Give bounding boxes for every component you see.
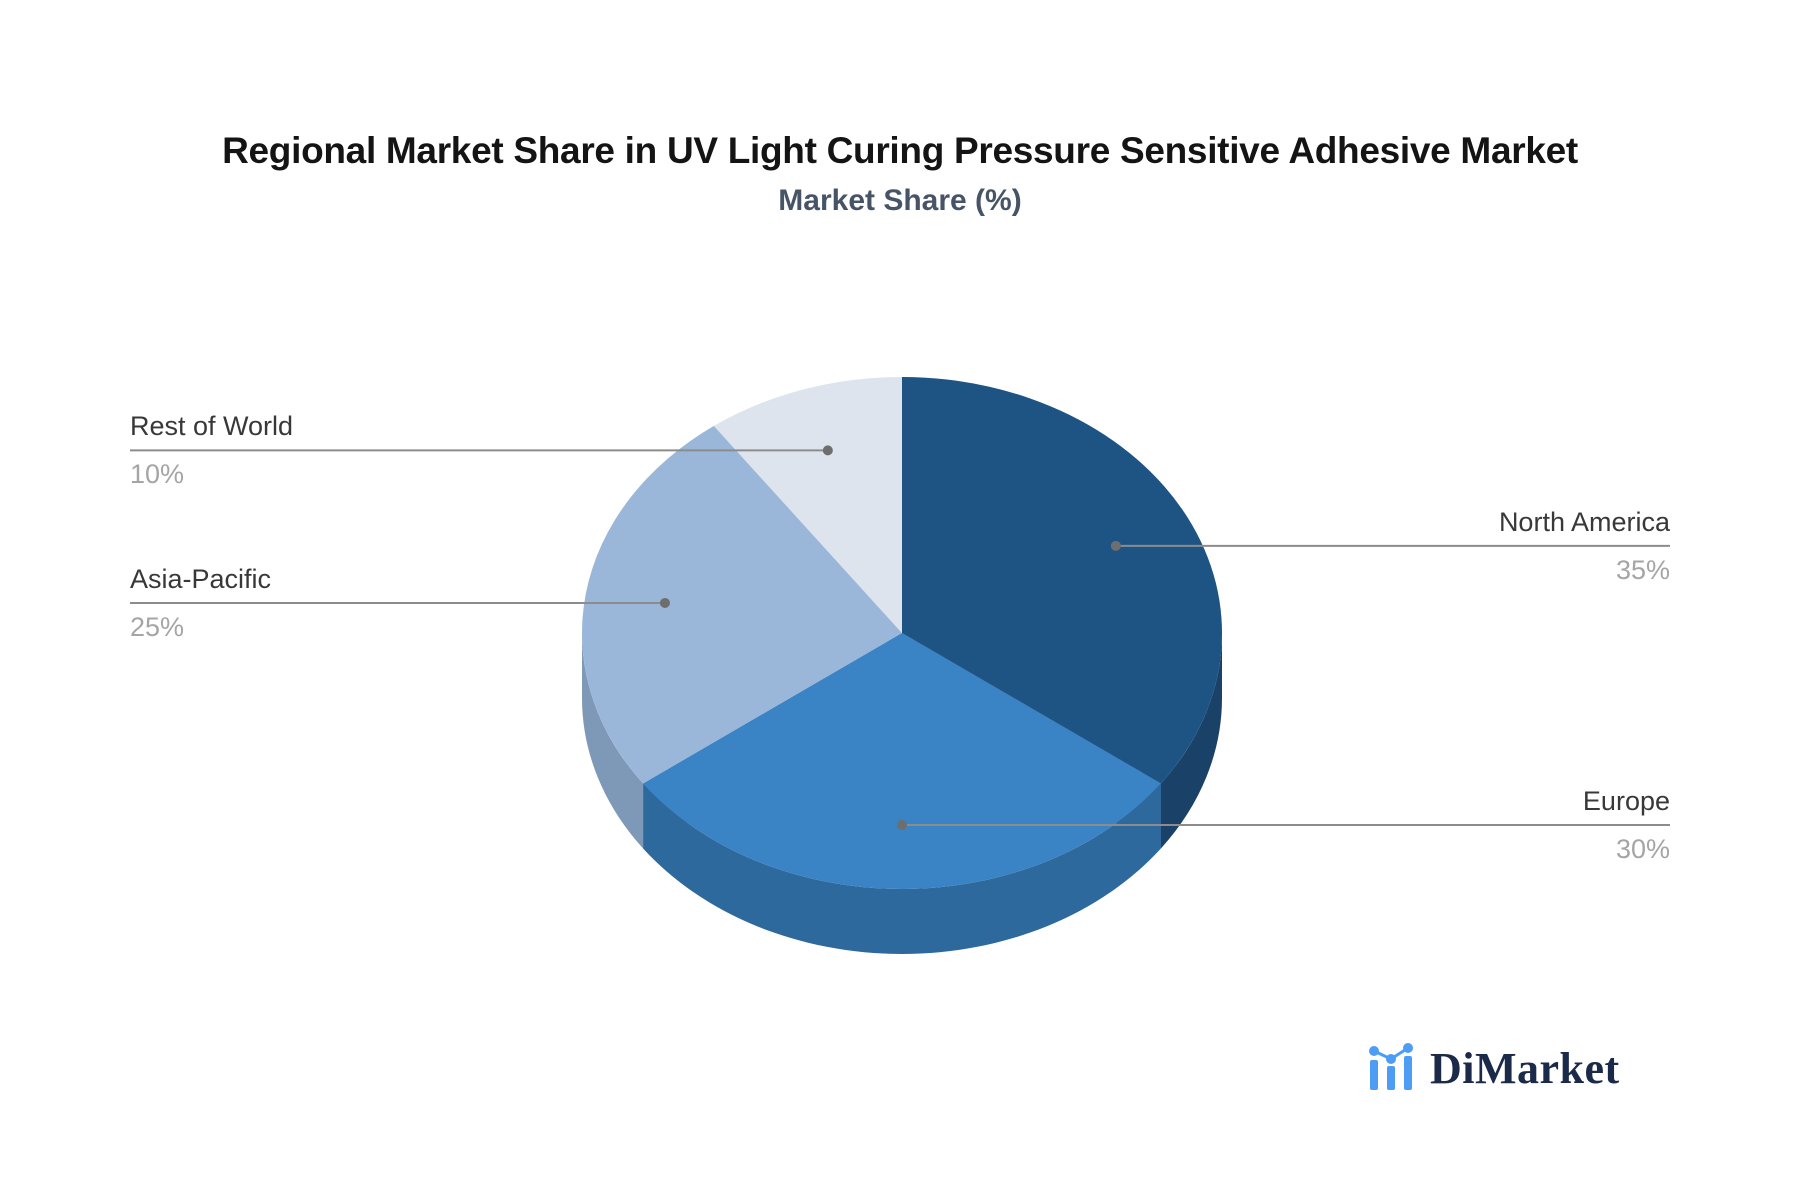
slice-percent-text: 10% bbox=[130, 459, 185, 490]
pie-side-wall bbox=[582, 633, 644, 849]
slice-percent-text: 25% bbox=[130, 611, 185, 642]
leader-dot bbox=[822, 445, 833, 456]
pie-side-wall bbox=[643, 783, 1161, 955]
brand-logo: DiMarket bbox=[1366, 1042, 1620, 1094]
leader-dot bbox=[1110, 540, 1121, 551]
slice-label-text: North America bbox=[1498, 506, 1670, 537]
brand-logo-text: DiMarket bbox=[1430, 1044, 1620, 1093]
slice-percent-text: 30% bbox=[1615, 834, 1670, 864]
callout-asia-pacific: Asia-Pacific 25% bbox=[130, 563, 271, 643]
bar-line-chart-icon bbox=[1369, 1043, 1413, 1090]
pie-slice-asia-pacific bbox=[582, 425, 902, 784]
chart-title: Regional Market Share in UV Light Curing… bbox=[222, 130, 1578, 171]
leader-dot bbox=[897, 820, 907, 830]
slice-label-text: Rest of World bbox=[130, 411, 294, 442]
slice-label-text: Europe bbox=[1582, 786, 1670, 816]
pie-slice-rest-of-world bbox=[713, 377, 902, 633]
slice-label-text: Asia-Pacific bbox=[130, 563, 272, 594]
slice-percent-text: 35% bbox=[1615, 554, 1670, 585]
callout-north-america: North America 35% bbox=[1499, 506, 1670, 586]
callout-europe: Europe 30% bbox=[1583, 785, 1670, 865]
callout-rest-of-world: Rest of World 10% bbox=[130, 410, 293, 490]
pie-slice-north-america bbox=[902, 377, 1223, 784]
chart-subtitle: Market Share (%) bbox=[778, 184, 1022, 217]
pie-side-wall bbox=[1160, 633, 1222, 849]
leader-dot bbox=[659, 597, 670, 608]
